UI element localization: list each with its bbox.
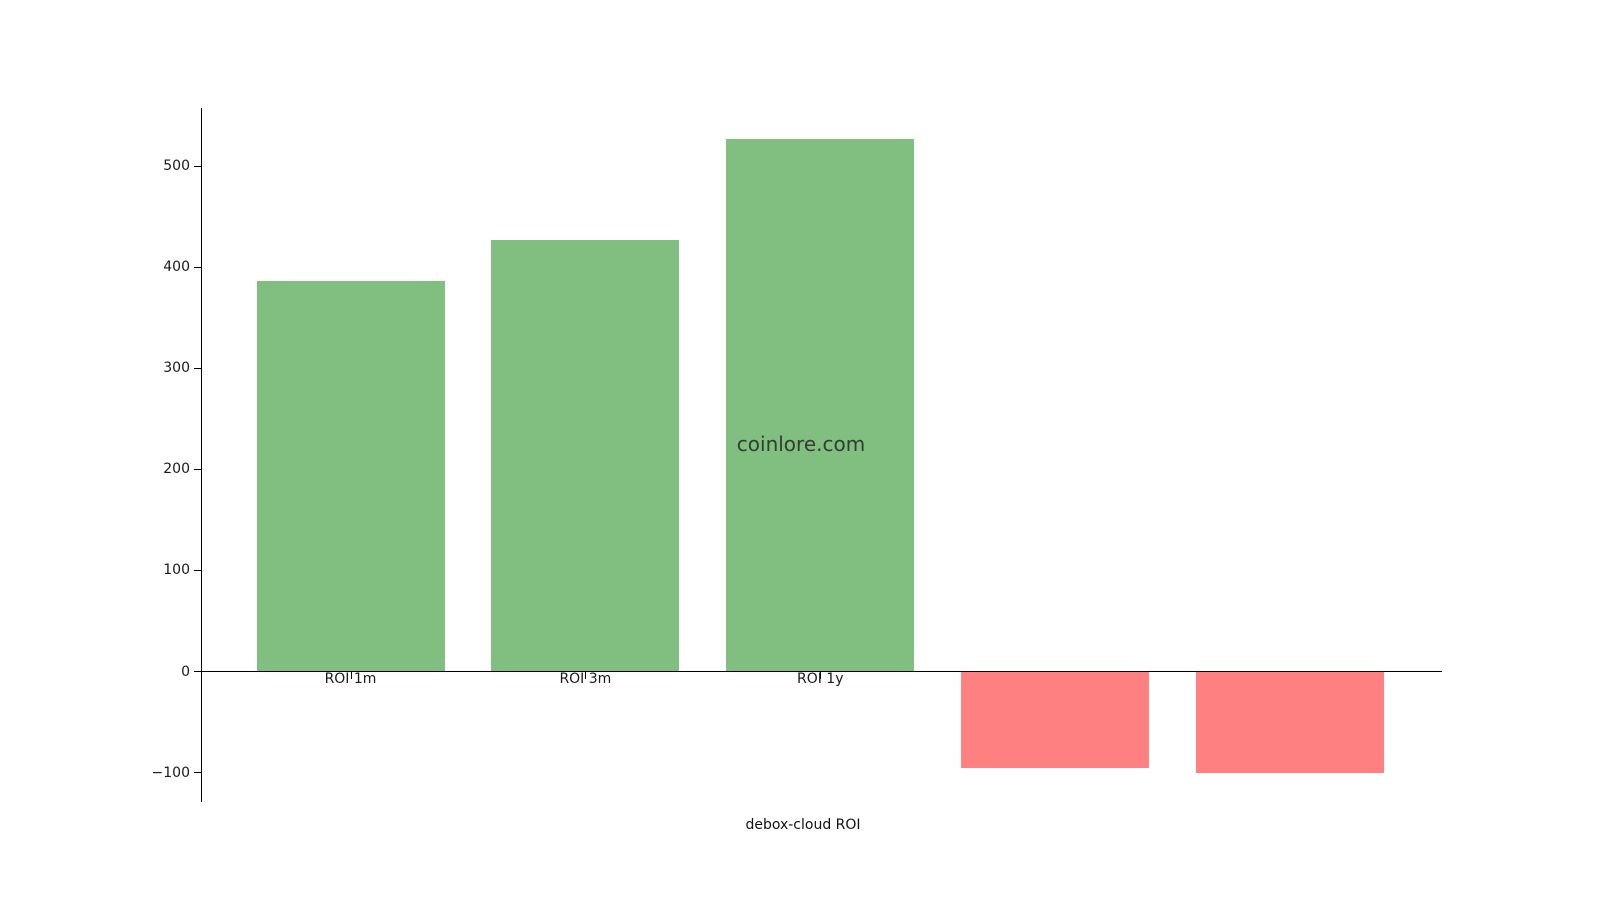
- y-tick-label: 200: [163, 461, 190, 478]
- y-tick-mark: [194, 569, 201, 571]
- x-tick-label: ROI 3m: [559, 671, 612, 687]
- bar-ROI 3m: [491, 239, 680, 672]
- y-tick-label: 500: [163, 158, 190, 175]
- y-tick-mark: [194, 165, 201, 167]
- y-tick-label: 400: [163, 259, 190, 276]
- x-axis-title: debox-cloud ROI: [745, 817, 861, 833]
- y-tick-mark: [194, 367, 201, 369]
- bar-neg-4: [1196, 671, 1384, 773]
- bar-neg-3: [961, 671, 1150, 768]
- bar-ROI 1m: [256, 281, 445, 672]
- y-tick-label: 0: [181, 663, 190, 680]
- x-axis-line: [201, 671, 1442, 672]
- y-tick-mark: [194, 772, 201, 774]
- bar-ROI 1y: [726, 138, 915, 672]
- y-axis-spine: [201, 108, 202, 802]
- y-tick-mark: [194, 671, 201, 672]
- x-tick-mark: [820, 672, 822, 679]
- y-tick-label: −100: [151, 764, 190, 781]
- y-tick-mark: [194, 266, 201, 268]
- x-tick-label: ROI 1y: [796, 671, 844, 687]
- watermark-text: coinlore.com: [736, 432, 866, 456]
- y-tick-label: 100: [163, 562, 190, 579]
- x-tick-mark: [585, 672, 587, 679]
- y-tick-mark: [194, 468, 201, 470]
- x-tick-mark: [350, 672, 352, 679]
- x-tick-label: ROI 1m: [324, 671, 377, 687]
- y-tick-label: 300: [163, 360, 190, 377]
